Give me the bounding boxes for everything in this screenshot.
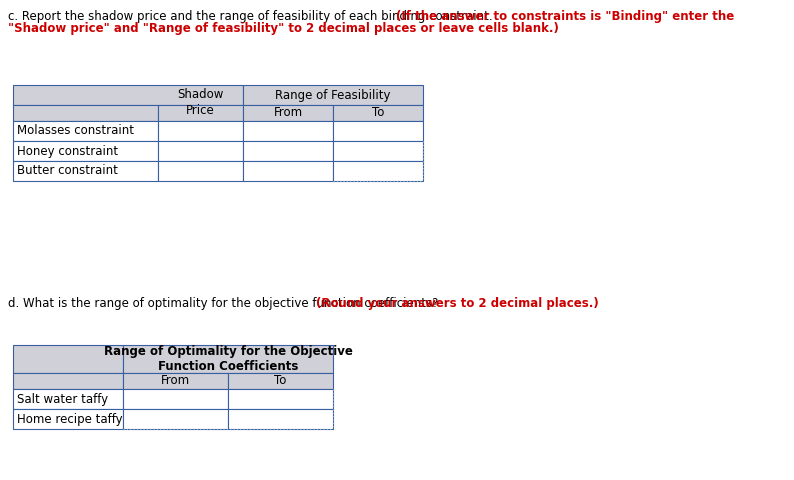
Bar	[123, 345, 333, 373]
Text: From: From	[161, 374, 190, 387]
Bar	[228, 389, 333, 409]
Bar	[123, 373, 228, 389]
Text: Home recipe taffy: Home recipe taffy	[17, 412, 122, 425]
Bar	[333, 141, 423, 161]
Bar	[333, 105, 423, 121]
Bar	[123, 389, 228, 409]
Bar	[158, 105, 243, 121]
Text: To: To	[372, 107, 384, 120]
Text: (If the answer to constraints is "Binding" enter the: (If the answer to constraints is "Bindin…	[396, 10, 734, 23]
Bar	[228, 373, 333, 389]
Bar	[13, 373, 123, 389]
Text: To: To	[274, 374, 287, 387]
Bar	[158, 161, 243, 181]
Bar	[333, 161, 423, 181]
Text: Shadow
Price: Shadow Price	[177, 88, 224, 118]
Bar	[13, 389, 123, 409]
Text: c. Report the shadow price and the range of feasibility of each binding constrai: c. Report the shadow price and the range…	[8, 10, 496, 23]
Bar	[158, 121, 243, 141]
Bar	[13, 105, 158, 121]
Bar	[243, 105, 333, 121]
Bar	[243, 85, 423, 105]
Bar	[243, 161, 333, 181]
Bar	[123, 409, 228, 429]
Bar	[13, 345, 123, 373]
Bar	[158, 141, 243, 161]
Text: Butter constraint: Butter constraint	[17, 165, 118, 178]
Text: Molasses constraint: Molasses constraint	[17, 124, 134, 137]
Text: d. What is the range of optimality for the objective function coefficients?: d. What is the range of optimality for t…	[8, 297, 442, 310]
Bar	[13, 141, 158, 161]
Bar	[13, 161, 158, 181]
Text: "Shadow price" and "Range of feasibility" to 2 decimal places or leave cells bla: "Shadow price" and "Range of feasibility…	[8, 22, 559, 35]
Bar	[228, 409, 333, 429]
Text: Honey constraint: Honey constraint	[17, 144, 118, 157]
Text: (Round your answers to 2 decimal places.): (Round your answers to 2 decimal places.…	[316, 297, 599, 310]
Text: Range of Optimality for the Objective
Function Coefficients: Range of Optimality for the Objective Fu…	[103, 345, 353, 373]
Bar	[13, 409, 123, 429]
Text: From: From	[273, 107, 303, 120]
Bar	[243, 141, 333, 161]
Bar	[13, 121, 158, 141]
Bar	[333, 121, 423, 141]
Bar	[243, 121, 333, 141]
Text: Range of Feasibility: Range of Feasibility	[276, 88, 391, 101]
Text: Salt water taffy: Salt water taffy	[17, 393, 108, 406]
Bar	[13, 85, 243, 105]
